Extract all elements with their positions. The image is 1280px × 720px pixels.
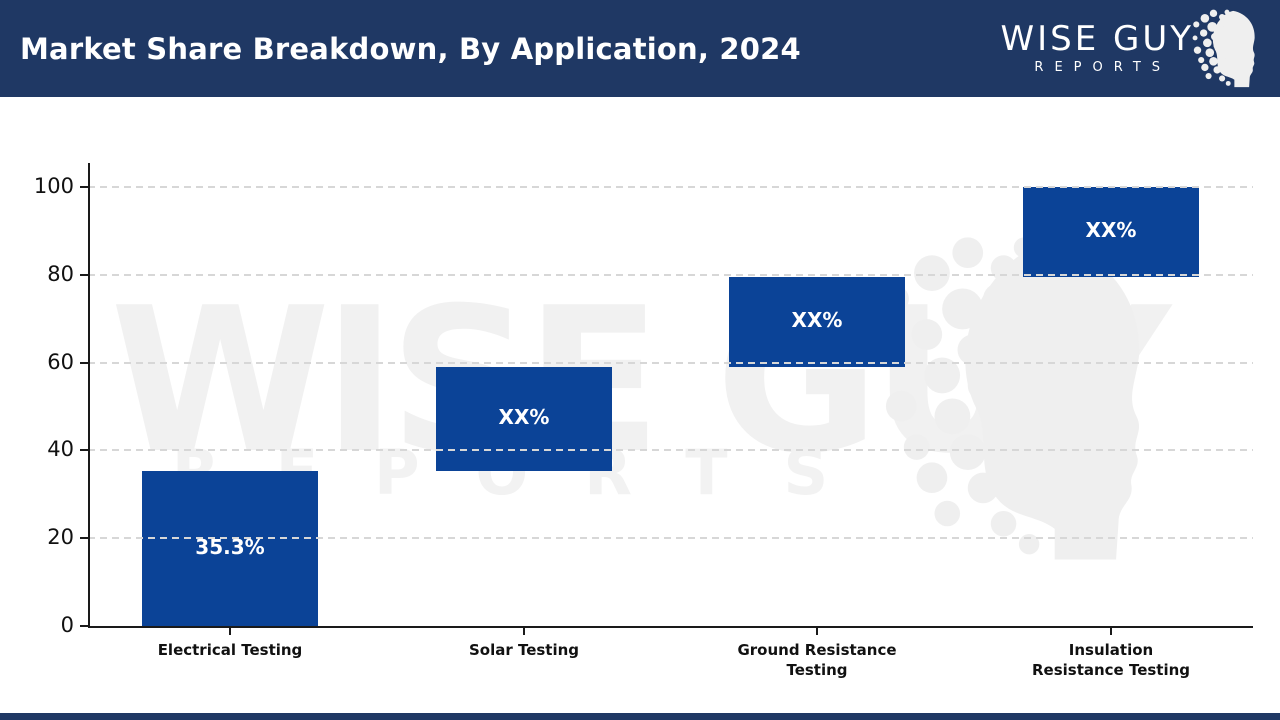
gridline-y-20 — [88, 537, 1253, 540]
x-axis-line — [88, 626, 1253, 628]
y-tick-label-40: 40 — [47, 437, 74, 462]
bar-segment-electrical-testing — [142, 471, 318, 626]
bar-segment-insulation-resistance-testing — [1023, 187, 1199, 277]
y-tick-label-0: 0 — [60, 613, 74, 637]
plot-area: 0 20 40 60 80 100 35.3% Electrical Testing XX% So… — [0, 97, 1280, 714]
bar-value-label-ground-resistance-testing: XX% — [791, 307, 843, 332]
x-category-label-electrical-testing: Electrical Testing — [157, 641, 303, 659]
gridline-y-80 — [88, 273, 1253, 276]
x-category-label-insulation-resistance-testing: Insulation Resistance Testing — [1031, 641, 1191, 679]
gridline-y-60 — [88, 361, 1253, 364]
wiseguy-logo: WISE GUY REPORTS — [1000, 6, 1280, 92]
x-category-label-ground-resistance-testing: Ground Resistance Testing — [737, 641, 897, 679]
bar-value-label-insulation-resistance-testing: XX% — [1085, 217, 1137, 242]
wiseguy-head-icon — [1192, 9, 1255, 87]
logo-wordmark: WISE GUY — [1000, 19, 1194, 60]
x-tick-electrical-testing — [229, 628, 231, 635]
footer-bar — [0, 713, 1280, 720]
y-axis-line — [88, 163, 90, 628]
y-tick-60 — [80, 361, 88, 364]
y-tick-label-60: 60 — [47, 349, 74, 374]
y-tick-label-100: 100 — [33, 174, 74, 198]
gridline-y-40 — [88, 449, 1253, 452]
x-category-label-solar-testing: Solar Testing — [468, 641, 580, 659]
bar-value-label-solar-testing: XX% — [498, 405, 550, 429]
x-tick-ground-resistance-testing — [816, 628, 818, 635]
y-tick-40 — [80, 449, 88, 452]
logo-subtitle: REPORTS — [1034, 59, 1172, 75]
gridline-y-100 — [88, 186, 1253, 188]
y-tick-label-80: 80 — [47, 261, 74, 286]
header-bar: Market Share Breakdown, By Application, … — [0, 0, 1280, 97]
bar-value-label-electrical-testing: 35.3% — [195, 534, 265, 559]
y-tick-80 — [80, 273, 88, 276]
bar-segment-solar-testing — [436, 366, 612, 472]
x-tick-solar-testing — [523, 628, 525, 635]
x-tick-insulation-resistance-testing — [1110, 628, 1112, 635]
y-tick-20 — [80, 537, 88, 540]
y-tick-0 — [80, 625, 88, 627]
y-tick-100 — [80, 186, 88, 188]
wiseguy-logo-text: WISE GUY REPORTS — [1000, 19, 1194, 75]
y-tick-label-20: 20 — [47, 525, 74, 550]
bar-segment-ground-resistance-testing — [729, 276, 905, 367]
page-title: Market Share Breakdown, By Application, … — [20, 31, 801, 66]
